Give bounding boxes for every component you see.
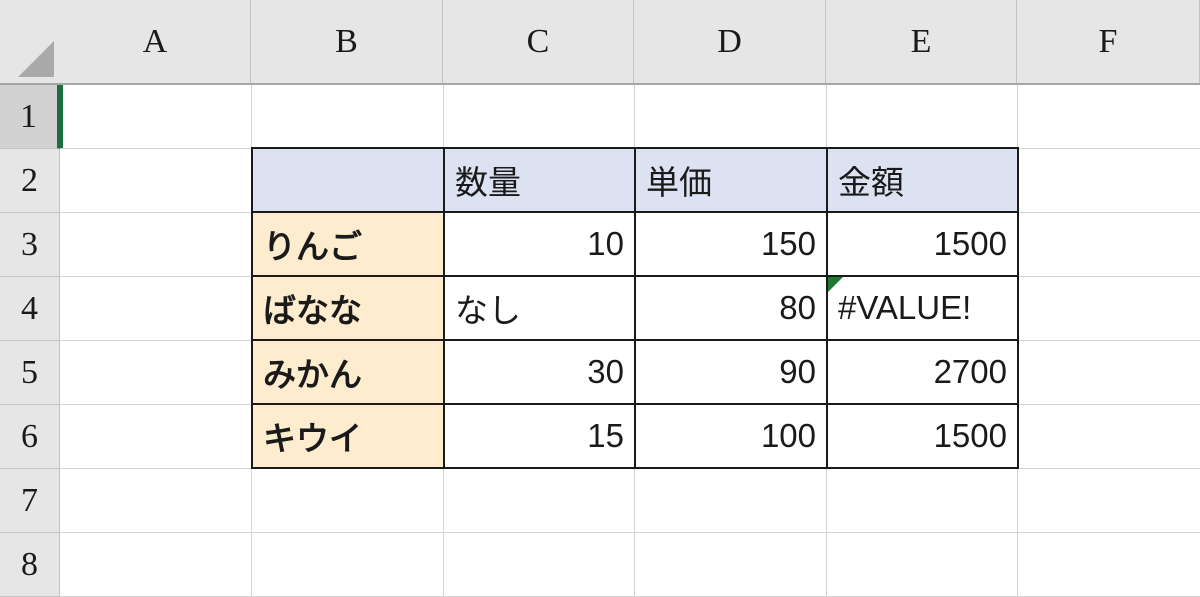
cell-quantity-banana[interactable]: なし: [443, 275, 636, 341]
cell-amount-kiwi[interactable]: 1500: [826, 403, 1019, 469]
row-header-4[interactable]: 4: [0, 277, 60, 341]
column-header-f[interactable]: F: [1017, 0, 1200, 83]
table-row: キウイ 15 100 1500: [251, 403, 1019, 469]
cell-unit-price-apple[interactable]: 150: [634, 211, 828, 277]
column-header-c[interactable]: C: [443, 0, 634, 83]
row-header-8[interactable]: 8: [0, 533, 60, 597]
row-header-6[interactable]: 6: [0, 405, 60, 469]
column-header-amount[interactable]: 金額: [826, 147, 1019, 213]
cell-amount-banana-error[interactable]: #VALUE!: [826, 275, 1019, 341]
column-header-a[interactable]: A: [60, 0, 251, 83]
table-header-row: 数量 単価 金額: [251, 147, 1019, 213]
row-label-mandarin[interactable]: みかん: [251, 339, 445, 405]
column-header-strip: A B C D E F: [0, 0, 1200, 85]
cell-unit-price-mandarin[interactable]: 90: [634, 339, 828, 405]
error-value-text: #VALUE!: [838, 289, 972, 326]
column-header-unit-price[interactable]: 単価: [634, 147, 828, 213]
row-label-banana[interactable]: ばなな: [251, 275, 445, 341]
column-header-quantity[interactable]: 数量: [443, 147, 636, 213]
table-row: ばなな なし 80 #VALUE!: [251, 275, 1019, 341]
cell-amount-apple[interactable]: 1500: [826, 211, 1019, 277]
table-row: みかん 30 90 2700: [251, 339, 1019, 405]
cell-quantity-kiwi[interactable]: 15: [443, 403, 636, 469]
cell-amount-mandarin[interactable]: 2700: [826, 339, 1019, 405]
select-all-triangle-icon: [18, 41, 54, 77]
fruit-sales-table[interactable]: 数量 単価 金額 りんご 10 150 1500 ばなな なし 80 #VALU…: [251, 147, 1019, 469]
column-header-e[interactable]: E: [826, 0, 1017, 83]
cell-unit-price-banana[interactable]: 80: [634, 275, 828, 341]
column-header-d[interactable]: D: [634, 0, 826, 83]
row-header-5[interactable]: 5: [0, 341, 60, 405]
row-label-apple[interactable]: りんご: [251, 211, 445, 277]
gridline-horizontal: [60, 532, 1200, 533]
error-indicator-triangle-icon: [829, 278, 843, 292]
active-cell-indicator: [60, 85, 63, 148]
cell-quantity-apple[interactable]: 10: [443, 211, 636, 277]
table-row: りんご 10 150 1500: [251, 211, 1019, 277]
select-all-button[interactable]: [0, 0, 60, 83]
row-header-7[interactable]: 7: [0, 469, 60, 533]
row-header-2[interactable]: 2: [0, 149, 60, 213]
row-header-3[interactable]: 3: [0, 213, 60, 277]
table-corner-cell: [251, 147, 445, 213]
column-header-b[interactable]: B: [251, 0, 443, 83]
cell-unit-price-kiwi[interactable]: 100: [634, 403, 828, 469]
row-label-kiwi[interactable]: キウイ: [251, 403, 445, 469]
row-header-1[interactable]: 1: [0, 85, 60, 149]
cell-quantity-mandarin[interactable]: 30: [443, 339, 636, 405]
